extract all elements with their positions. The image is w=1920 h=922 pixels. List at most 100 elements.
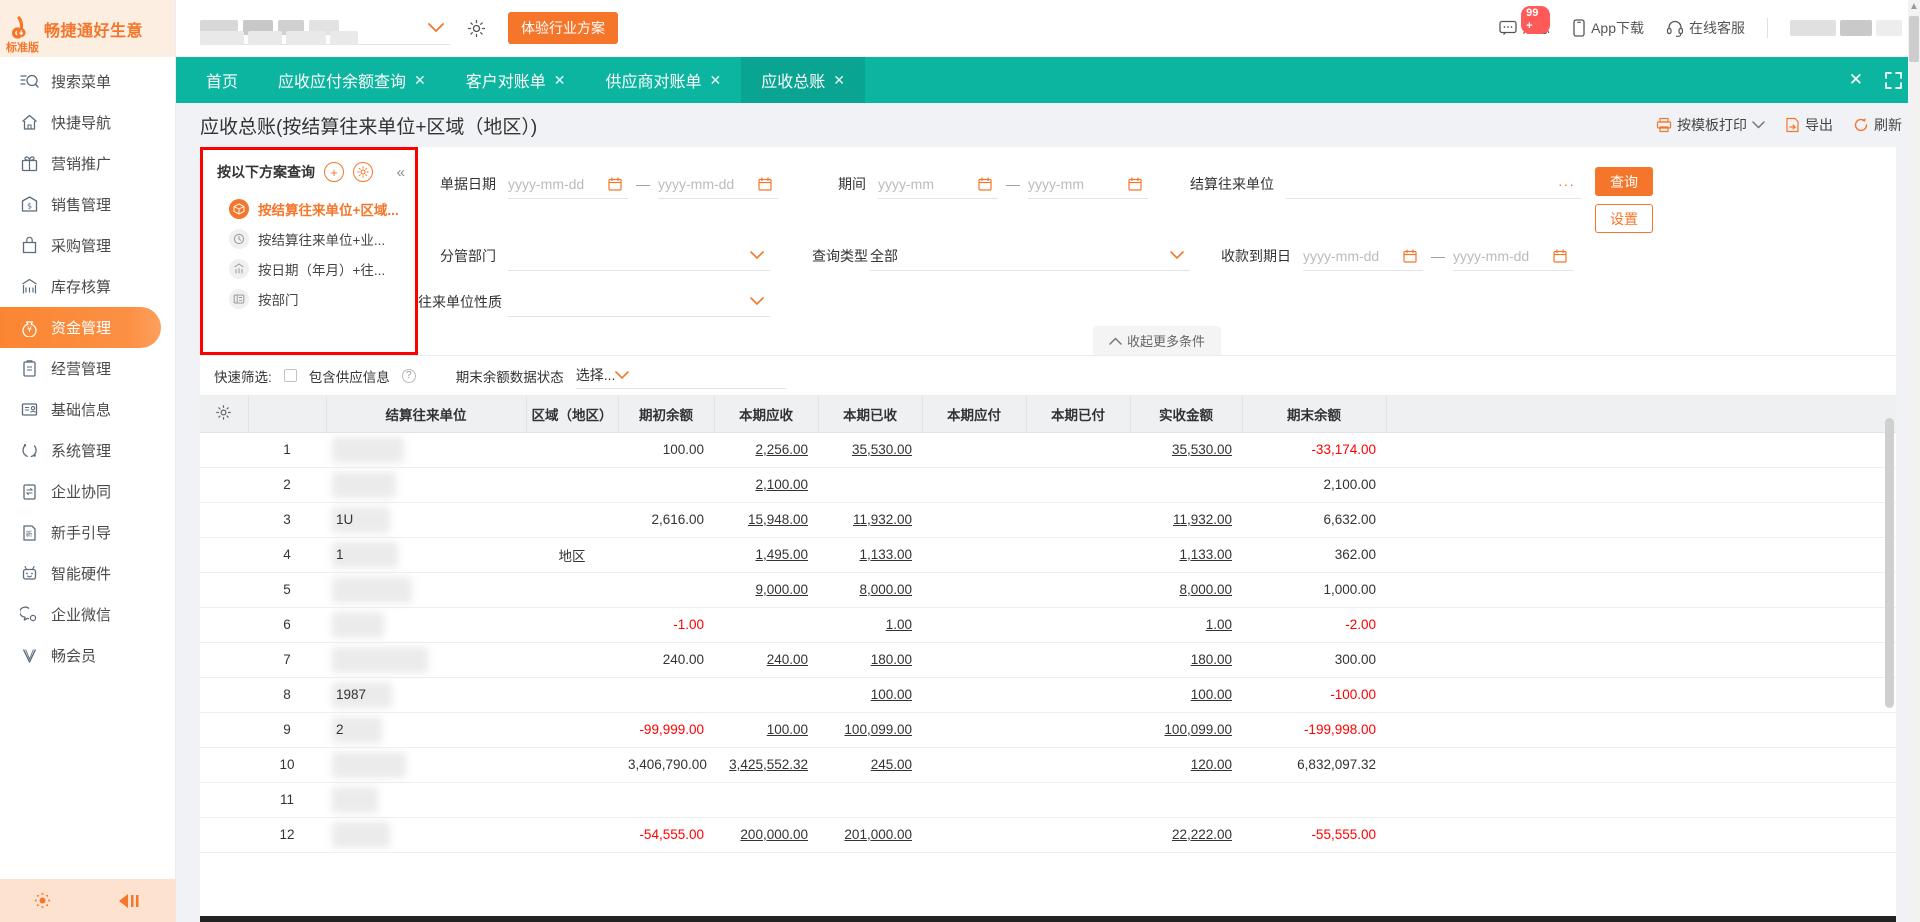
sidebar-item-search-menu[interactable]: 搜索菜单 bbox=[0, 61, 175, 102]
table-col-paid[interactable]: 本期已付 bbox=[1026, 396, 1131, 433]
scheme-item-by-settle-unit-business[interactable]: 按结算往来单位+业... bbox=[203, 224, 415, 254]
double-chevron-left-icon[interactable]: « bbox=[396, 163, 405, 181]
query-button[interactable]: 查询 bbox=[1595, 167, 1653, 196]
table-row[interactable]: 6 -1.00 1.00 1.00 -2.00 bbox=[200, 607, 1896, 643]
include-supply-checkbox[interactable] bbox=[283, 369, 297, 382]
settle-unit-input[interactable]: ··· bbox=[1286, 169, 1581, 199]
tab-supplier-statement[interactable]: 供应商对账单 ✕ bbox=[586, 57, 742, 103]
table-col-actual-amount[interactable]: 实收金额 bbox=[1130, 396, 1243, 433]
print-by-template-button[interactable]: 按模板打印 bbox=[1656, 115, 1765, 135]
export-button[interactable]: 导出 bbox=[1785, 115, 1833, 135]
refresh-button[interactable]: 刷新 bbox=[1853, 115, 1902, 135]
row-receivable-cell[interactable] bbox=[714, 782, 818, 818]
calendar-icon[interactable] bbox=[1403, 248, 1417, 263]
calendar-icon[interactable] bbox=[758, 176, 772, 191]
gear-icon[interactable] bbox=[464, 16, 488, 40]
query-type-select[interactable]: 全部 bbox=[870, 241, 1190, 271]
gear-circle-icon[interactable] bbox=[353, 162, 373, 182]
close-icon[interactable]: ✕ bbox=[833, 71, 846, 88]
sidebar-item-smart-device[interactable]: 智能硬件 bbox=[0, 553, 175, 594]
row-receivable-cell[interactable]: 100.00 bbox=[714, 712, 818, 748]
sidebar-item-system[interactable]: 系统管理 bbox=[0, 430, 175, 471]
table-row[interactable]: 10 3,406,790.00 3,425,552.32 245.00 120.00 6,… bbox=[200, 747, 1896, 783]
row-received-cell[interactable]: 180.00 bbox=[818, 642, 922, 678]
row-actual-amount-cell[interactable]: 1,133.00 bbox=[1130, 537, 1242, 573]
gear-icon[interactable] bbox=[216, 404, 232, 420]
chevron-down-icon[interactable] bbox=[750, 297, 764, 306]
tab-ar-general-ledger[interactable]: 应收总账 ✕ bbox=[741, 57, 866, 103]
row-received-cell[interactable]: 1.00 bbox=[818, 607, 922, 643]
row-receivable-cell[interactable]: 3,425,552.32 bbox=[714, 747, 818, 783]
chevron-down-icon[interactable] bbox=[1170, 251, 1184, 260]
period-from-input[interactable]: yyyy-mm bbox=[878, 169, 998, 199]
row-actual-amount-cell[interactable]: 11,932.00 bbox=[1130, 502, 1242, 538]
row-receivable-cell[interactable]: 200,000.00 bbox=[714, 817, 818, 853]
department-select[interactable] bbox=[508, 241, 770, 271]
table-row[interactable]: 4 1 地区 1,495.00 1,133.00 1,133.00 362.00 bbox=[200, 537, 1896, 573]
chevron-down-icon[interactable] bbox=[428, 22, 444, 33]
sidebar-item-operations[interactable]: 经营管理 bbox=[0, 348, 175, 389]
fullscreen-icon[interactable] bbox=[1885, 71, 1902, 89]
row-actual-amount-cell[interactable]: 100,099.00 bbox=[1130, 712, 1242, 748]
app-download-button[interactable]: App下载 bbox=[1572, 18, 1644, 38]
scroll-up-arrow[interactable]: ▲ bbox=[1909, 1, 1919, 12]
row-receivable-cell[interactable] bbox=[714, 677, 818, 713]
table-col-settle-unit[interactable]: 结算往来单位 bbox=[326, 396, 527, 433]
row-actual-amount-cell[interactable]: 100.00 bbox=[1130, 677, 1242, 713]
row-receivable-cell[interactable]: 1,495.00 bbox=[714, 537, 818, 573]
row-receivable-cell[interactable]: 15,948.00 bbox=[714, 502, 818, 538]
close-icon[interactable]: ✕ bbox=[553, 71, 566, 88]
row-received-cell[interactable]: 245.00 bbox=[818, 747, 922, 783]
row-actual-amount-cell[interactable]: 8,000.00 bbox=[1130, 572, 1242, 608]
question-icon[interactable]: ? bbox=[401, 368, 416, 383]
calendar-icon[interactable] bbox=[1128, 176, 1142, 191]
table-col-receivable[interactable]: 本期应收 bbox=[714, 396, 819, 433]
due-date-from-input[interactable]: yyyy-mm-dd bbox=[1303, 241, 1423, 271]
table-vertical-scrollbar[interactable] bbox=[1885, 396, 1894, 922]
row-received-cell[interactable]: 100.00 bbox=[818, 677, 922, 713]
row-received-cell[interactable] bbox=[818, 467, 922, 503]
row-received-cell[interactable]: 201,000.00 bbox=[818, 817, 922, 853]
due-date-to-input[interactable]: yyyy-mm-dd bbox=[1453, 241, 1573, 271]
row-actual-amount-cell[interactable]: 180.00 bbox=[1130, 642, 1242, 678]
tab-home[interactable]: 首页 bbox=[186, 57, 258, 103]
sidebar-item-wecom[interactable]: 企业微信 bbox=[0, 594, 175, 635]
row-receivable-cell[interactable]: 9,000.00 bbox=[714, 572, 818, 608]
row-receivable-cell[interactable]: 2,100.00 bbox=[714, 467, 818, 503]
row-actual-amount-cell[interactable]: 1.00 bbox=[1130, 607, 1242, 643]
user-account[interactable] bbox=[1790, 20, 1902, 36]
row-actual-amount-cell[interactable]: 120.00 bbox=[1130, 747, 1242, 783]
table-row[interactable]: 8 1987 100.00 100.00 -100.00 bbox=[200, 677, 1896, 713]
sidebar-item-collaboration[interactable]: 企业协同 bbox=[0, 471, 175, 512]
table-row[interactable]: 1 100.00 2,256.00 35,530.00 35,530.00 -33,174… bbox=[200, 432, 1896, 468]
table-row[interactable]: 7 240.00 240.00 180.00 180.00 300.00 bbox=[200, 642, 1896, 678]
sidebar-item-vip[interactable]: 畅会员 bbox=[0, 635, 175, 676]
row-received-cell[interactable] bbox=[818, 782, 922, 818]
table-settings-header[interactable] bbox=[200, 396, 249, 433]
row-receivable-cell[interactable]: 2,256.00 bbox=[714, 432, 818, 468]
table-row[interactable]: 11 bbox=[200, 782, 1896, 818]
close-icon[interactable]: ✕ bbox=[709, 71, 722, 88]
row-actual-amount-cell[interactable]: 35,530.00 bbox=[1130, 432, 1242, 468]
sidebar-item-basic-info[interactable]: 基础信息 bbox=[0, 389, 175, 430]
period-to-input[interactable]: yyyy-mm bbox=[1028, 169, 1148, 199]
close-icon[interactable]: ✕ bbox=[414, 71, 426, 88]
close-all-tabs-icon[interactable]: ✕ bbox=[1848, 70, 1863, 89]
bill-date-from-input[interactable]: yyyy-mm-dd bbox=[508, 169, 628, 199]
table-col-payable[interactable]: 本期应付 bbox=[922, 396, 1027, 433]
table-col-received[interactable]: 本期已收 bbox=[818, 396, 923, 433]
plus-circle-icon[interactable]: + bbox=[324, 162, 344, 182]
row-received-cell[interactable]: 1,133.00 bbox=[818, 537, 922, 573]
sidebar-item-marketing[interactable]: 营销推广 bbox=[0, 143, 175, 184]
chevron-down-icon[interactable] bbox=[1752, 121, 1765, 129]
table-col-closing-balance[interactable]: 期末余额 bbox=[1242, 396, 1387, 433]
sidebar-item-funds[interactable]: ¥ 资金管理 bbox=[0, 307, 161, 348]
balance-status-select[interactable]: 选择... bbox=[575, 363, 786, 389]
sidebar-item-sales[interactable]: $ 销售管理 bbox=[0, 184, 175, 225]
sidebar-item-new-guide[interactable]: 新 新手引导 bbox=[0, 512, 175, 553]
row-received-cell[interactable]: 11,932.00 bbox=[818, 502, 922, 538]
org-select[interactable] bbox=[200, 11, 450, 45]
messages-button[interactable]: 消息 99 + bbox=[1499, 6, 1551, 38]
table-row[interactable]: 3 1U 2,616.00 15,948.00 11,932.00 11,932.00 6,… bbox=[200, 502, 1896, 538]
tab-customer-statement[interactable]: 客户对账单 ✕ bbox=[446, 57, 586, 103]
